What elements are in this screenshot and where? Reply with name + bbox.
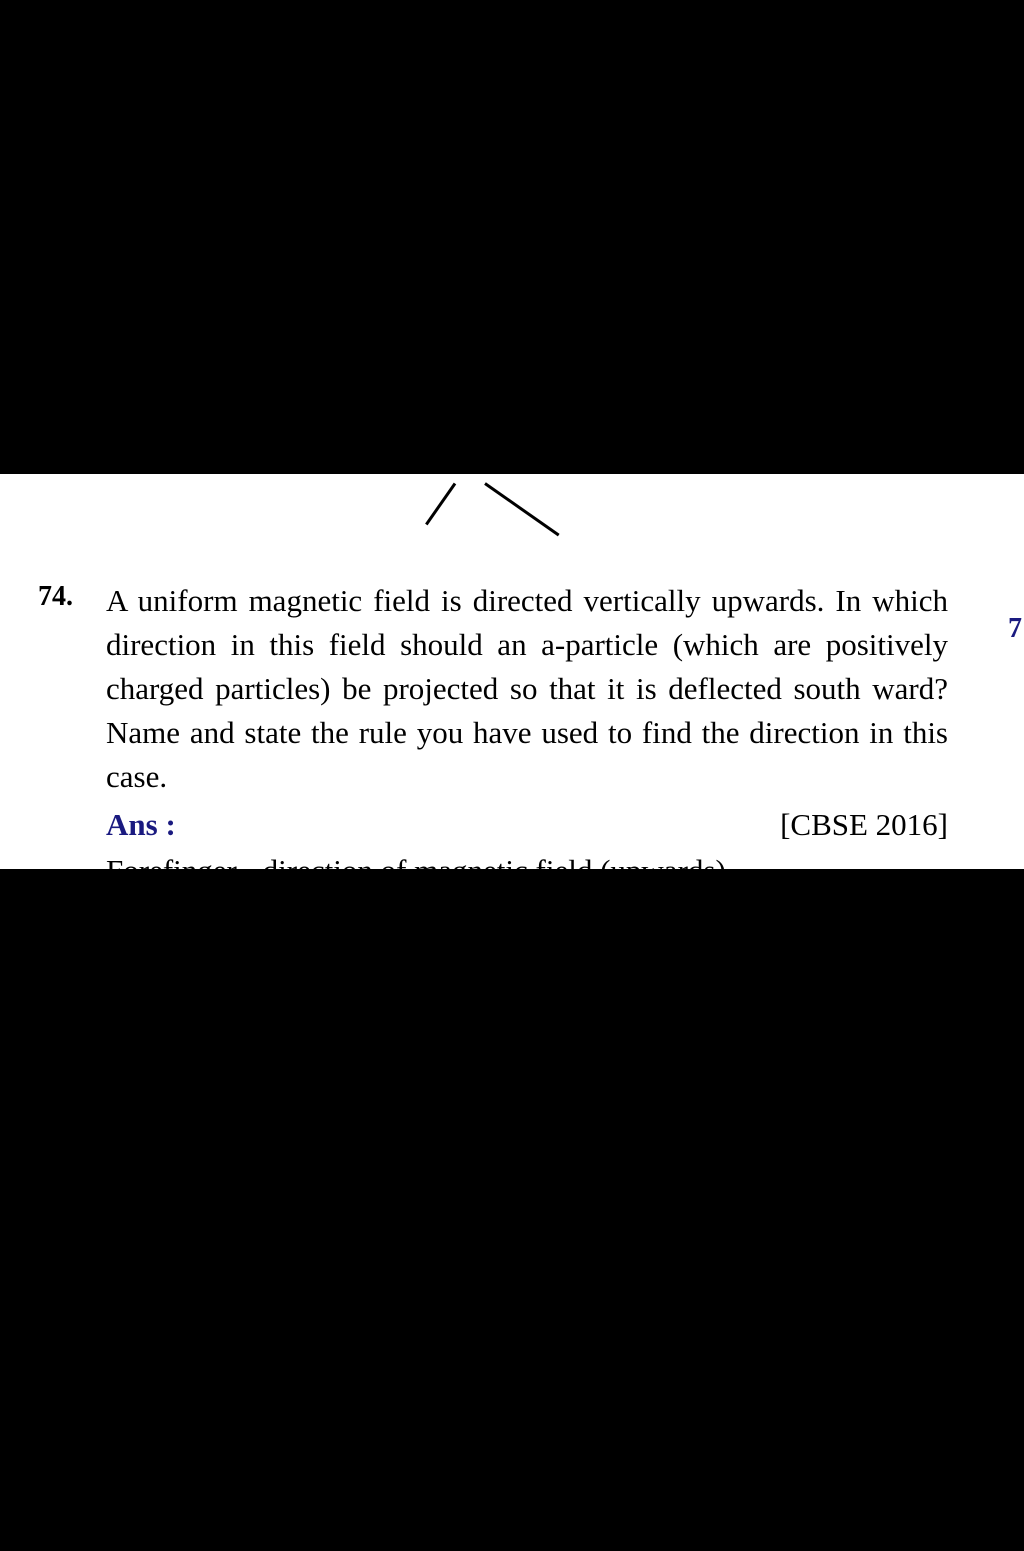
answer-row: Ans : [CBSE 2016] (106, 807, 948, 843)
question-number: 74. (38, 581, 73, 613)
diagram-fragment (0, 474, 1024, 544)
answer-label: Ans : (106, 807, 176, 843)
diagram-line (484, 482, 559, 536)
cutoff-number: 7 (1008, 613, 1022, 645)
answer-text: Forefinger - direction of magnetic field… (106, 853, 948, 889)
question-block: 74. A uniform magnetic field is directed… (38, 579, 994, 889)
diagram-line (425, 483, 456, 526)
exam-reference: [CBSE 2016] (780, 807, 948, 843)
document-panel: 74. A uniform magnetic field is directed… (0, 474, 1024, 869)
question-text: A uniform magnetic field is directed ver… (106, 579, 948, 799)
